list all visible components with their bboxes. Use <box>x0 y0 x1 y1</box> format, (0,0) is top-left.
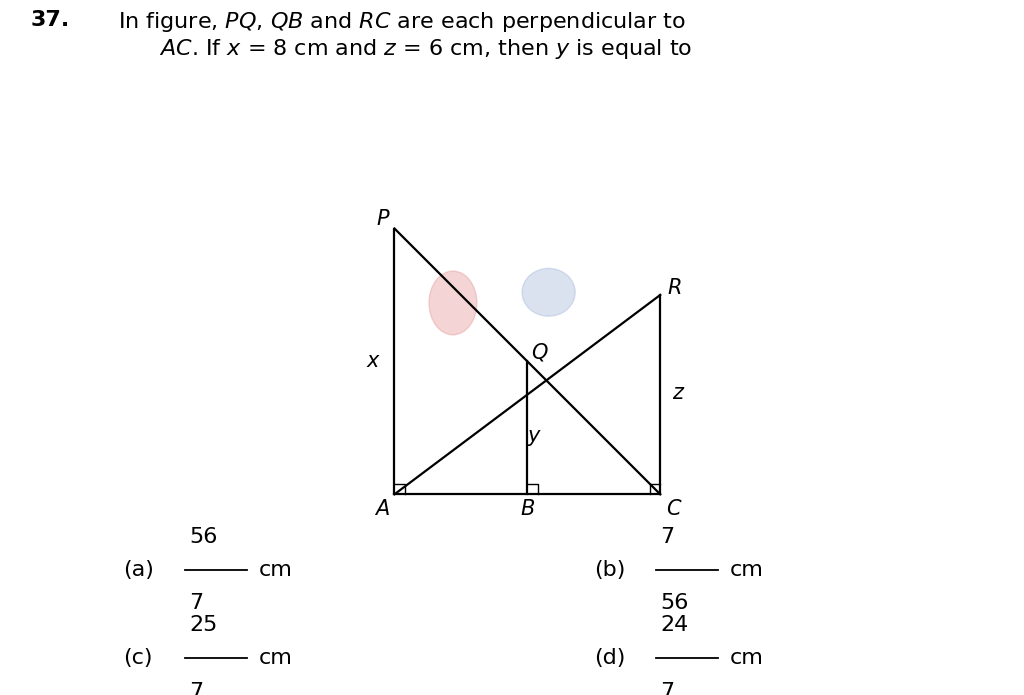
Ellipse shape <box>522 268 575 316</box>
Text: 7: 7 <box>189 682 204 695</box>
Text: In figure, $PQ$, $QB$ and $RC$ are each perpendicular to
      $AC$. If $x$ = 8 : In figure, $PQ$, $QB$ and $RC$ are each … <box>118 10 692 61</box>
Text: 56: 56 <box>660 594 689 613</box>
Text: C: C <box>667 499 681 519</box>
Text: P: P <box>376 209 389 229</box>
Text: (a): (a) <box>123 560 154 580</box>
Text: 7: 7 <box>660 682 675 695</box>
Text: 25: 25 <box>189 615 218 635</box>
Text: cm: cm <box>730 560 764 580</box>
Text: 37.: 37. <box>31 10 70 30</box>
Text: z: z <box>672 383 683 403</box>
Text: y: y <box>527 426 541 445</box>
Text: (b): (b) <box>594 560 626 580</box>
Text: cm: cm <box>730 648 764 669</box>
Text: x: x <box>367 352 380 371</box>
Text: 24: 24 <box>660 615 689 635</box>
Text: cm: cm <box>259 560 293 580</box>
Text: cm: cm <box>259 648 293 669</box>
Text: A: A <box>376 499 390 519</box>
Text: Q: Q <box>531 342 548 362</box>
Text: R: R <box>668 278 682 298</box>
Text: 7: 7 <box>660 527 675 546</box>
Text: (d): (d) <box>594 648 626 669</box>
Text: 56: 56 <box>189 527 218 546</box>
Text: B: B <box>520 499 535 519</box>
Text: (c): (c) <box>123 648 153 669</box>
Ellipse shape <box>429 271 477 335</box>
Text: 7: 7 <box>189 594 204 613</box>
